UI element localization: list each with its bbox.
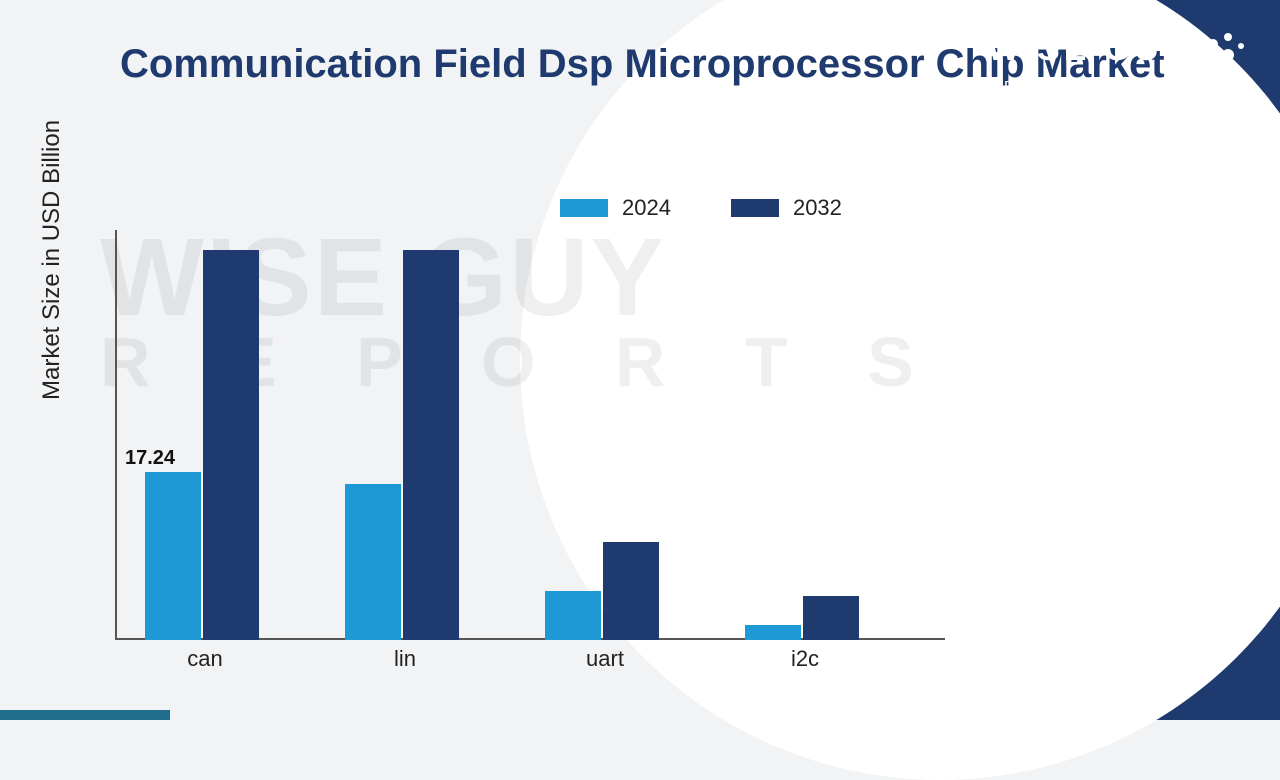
bar-chart: 17.24 can lin uart i2c [115,230,945,670]
bar-lin-2024 [345,484,401,640]
footer-accent-bar [0,710,170,720]
category-label-uart: uart [555,646,655,672]
logo-line1: WISE GUY [988,30,1190,68]
logo: WISE GUY R E P O R T S [988,30,1250,97]
bar-can-2032 [203,250,259,640]
bar-uart-2032 [603,542,659,640]
legend-swatch-2032 [731,199,779,217]
value-label: 17.24 [125,447,175,470]
legend: 2024 2032 [560,195,842,221]
logo-head-icon [1200,31,1250,81]
legend-label-2024: 2024 [622,195,671,221]
legend-swatch-2024 [560,199,608,217]
logo-line2: R E P O R T S [988,79,1250,97]
legend-item-2024: 2024 [560,195,671,221]
plot-area: 17.24 [115,230,945,640]
bar-uart-2024 [545,591,601,640]
y-axis-label: Market Size in USD Billion [38,120,66,400]
bar-can-2024 [145,472,201,640]
bar-i2c-2032 [803,596,859,640]
legend-item-2032: 2032 [731,195,842,221]
category-label-can: can [155,646,255,672]
category-label-i2c: i2c [755,646,855,672]
bar-lin-2032 [403,250,459,640]
page-root: WISE GUY R E P O R T S Communication Fie… [0,0,1280,720]
legend-label-2032: 2032 [793,195,842,221]
bar-i2c-2024 [745,625,801,640]
category-label-lin: lin [355,646,455,672]
